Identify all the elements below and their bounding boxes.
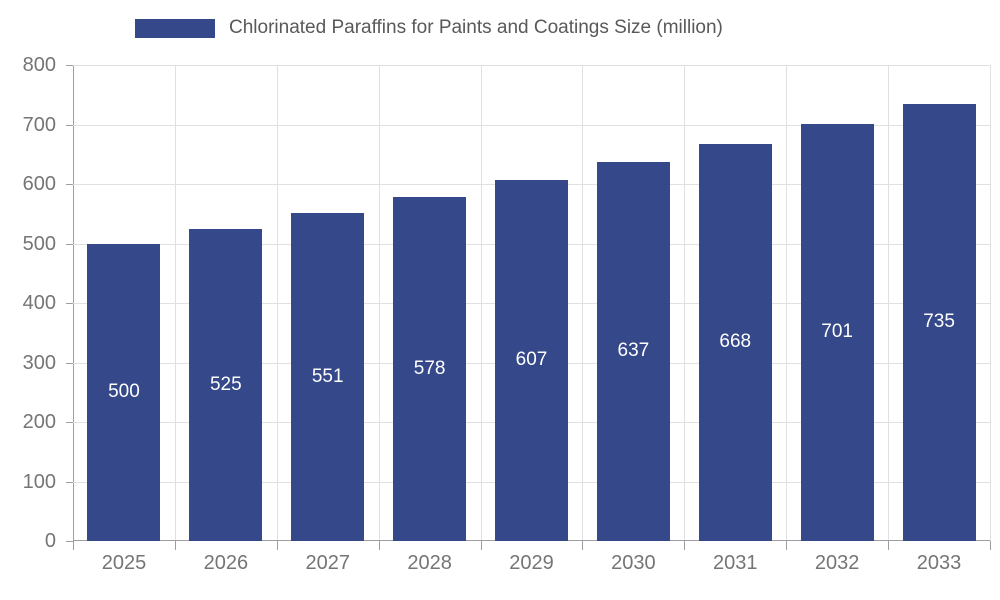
y-axis-tick <box>66 303 73 304</box>
legend-swatch-icon <box>135 18 215 38</box>
bar: 551 <box>291 213 365 541</box>
gridline-horizontal <box>73 65 990 66</box>
gridline-vertical <box>990 65 991 541</box>
bar-value-label: 551 <box>311 366 344 388</box>
gridline-vertical <box>378 65 380 541</box>
x-axis-tick <box>174 541 176 550</box>
bar-value-label: 637 <box>617 340 650 362</box>
bar-value-label: 578 <box>413 358 446 380</box>
y-tick-label: 200 <box>22 411 56 433</box>
y-tick-label: 300 <box>22 351 56 374</box>
y-tick-label: 600 <box>22 173 56 195</box>
bar-value-label: 525 <box>209 373 242 395</box>
x-tick-label: 2031 <box>713 552 758 574</box>
bar-value-label: 735 <box>923 311 955 333</box>
bar: 735 <box>902 103 976 541</box>
y-tick-label: 100 <box>22 470 56 493</box>
x-axis-tick <box>888 541 890 550</box>
plot-area: 0 100 200 300 400 500 600 700 800 2025 2026 2027 202… <box>23 54 991 574</box>
bar: 701 <box>800 123 874 541</box>
x-tick-label: 2029 <box>509 552 554 574</box>
x-axis-tick <box>73 541 74 550</box>
bar-value-label: 701 <box>821 321 853 343</box>
bar: 578 <box>393 197 467 541</box>
y-axis-tick <box>66 243 73 245</box>
x-axis-tick <box>480 541 482 550</box>
bar: 668 <box>698 143 772 541</box>
y-axis-tick <box>66 65 73 66</box>
x-tick-label: 2025 <box>101 552 147 574</box>
bar-value-label: 500 <box>108 381 140 403</box>
x-axis-tick <box>276 541 278 550</box>
bar: 525 <box>189 228 263 541</box>
x-axis-tick <box>582 541 584 550</box>
y-axis-tick <box>66 362 73 364</box>
bar: 607 <box>495 179 568 541</box>
gridline-vertical <box>276 65 278 541</box>
x-axis-tick <box>990 541 991 550</box>
x-axis-tick <box>378 541 380 550</box>
y-tick-label: 700 <box>22 113 56 136</box>
y-tick-label: 400 <box>22 292 56 314</box>
bar: 500 <box>87 243 161 541</box>
y-tick-label: 0 <box>44 530 56 552</box>
gridline-vertical <box>582 65 584 541</box>
bar: 637 <box>596 161 670 541</box>
y-axis-tick <box>66 124 73 126</box>
gridline-vertical <box>174 65 176 541</box>
legend-label: Chlorinated Paraffins for Paints and Coa… <box>229 17 723 38</box>
y-tick-label: 500 <box>22 232 56 255</box>
x-tick-label: 2026 <box>203 552 249 574</box>
y-axis-tick <box>66 184 73 185</box>
gridline-vertical <box>684 65 686 541</box>
gridline-vertical <box>786 65 788 541</box>
x-tick-label: 2030 <box>611 552 656 574</box>
x-axis-tick <box>684 541 686 550</box>
gridline-horizontal <box>73 124 990 126</box>
x-tick-label: 2027 <box>305 552 350 574</box>
gridline-vertical <box>888 65 890 541</box>
gridline-vertical <box>480 65 482 541</box>
x-tick-label: 2028 <box>407 552 452 574</box>
y-tick-label: 800 <box>22 54 56 76</box>
x-axis-tick <box>786 541 788 550</box>
x-tick-label: 2033 <box>916 552 962 574</box>
bar-value-label: 607 <box>515 349 548 371</box>
x-tick-label: 2032 <box>814 552 860 574</box>
bar-value-label: 668 <box>719 331 752 353</box>
y-axis-tick <box>66 541 73 542</box>
y-axis-tick <box>66 481 73 483</box>
y-axis-tick <box>66 422 73 423</box>
legend: Chlorinated Paraffins for Paints and Coa… <box>135 15 723 41</box>
